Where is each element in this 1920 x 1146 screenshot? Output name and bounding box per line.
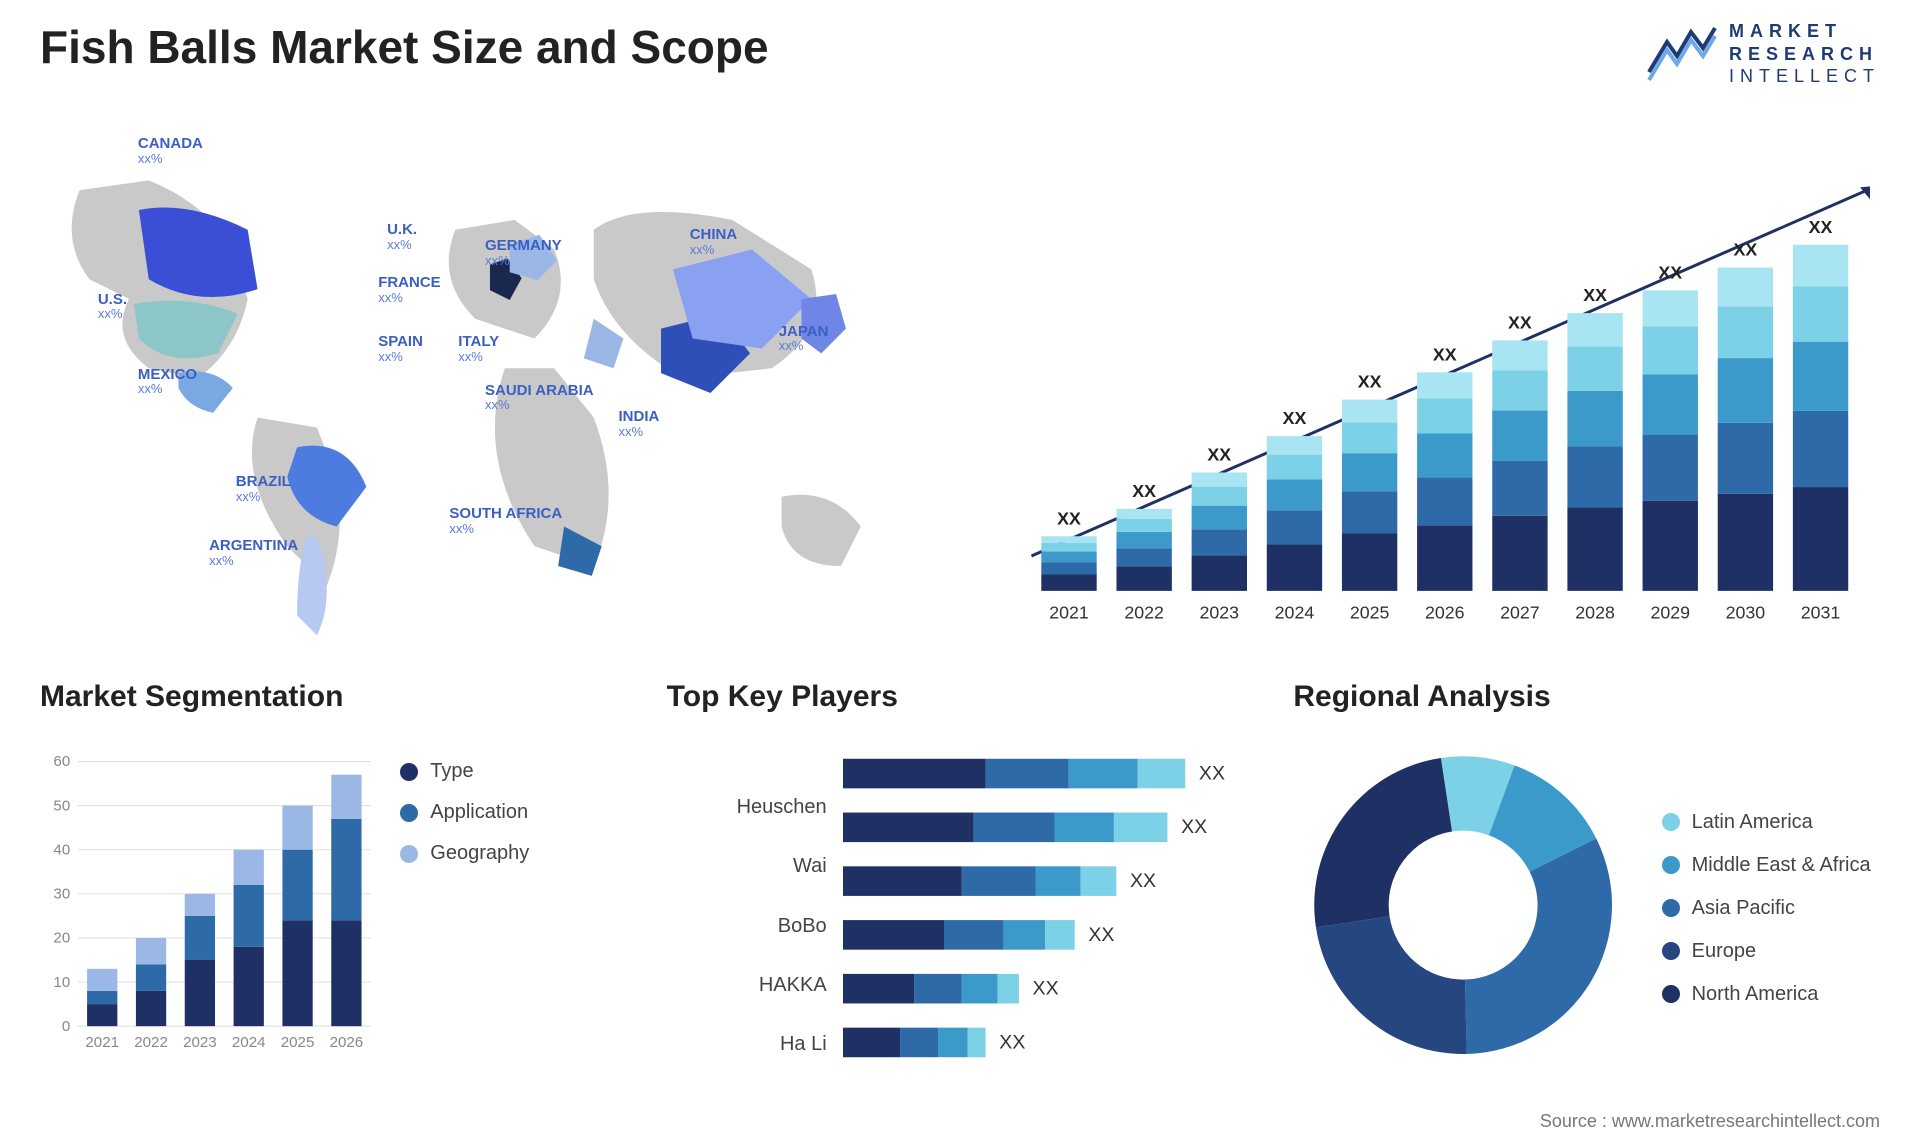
players-chart: XX XX XX XX XX XX [843,730,1254,1086]
svg-text:20: 20 [53,930,70,947]
map-label-canada: CANADAxx% [138,136,203,165]
svg-text:2026: 2026 [1425,603,1465,623]
players-labels: Heuschen Wai BoBo HAKKA Ha Li [667,730,827,1086]
regional-legend-item: North America [1662,983,1880,1006]
segmentation-legend: Type Application Geography [400,730,626,1086]
svg-text:XX: XX [1199,762,1225,784]
key-players-panel: Top Key Players Heuschen Wai BoBo HAKKA Ha L… [667,680,1254,1086]
regional-legend-item: Latin America [1662,811,1880,834]
regional-legend-item: Middle East & Africa [1662,854,1880,877]
seg-legend-item: Geography [400,842,626,865]
logo-icon [1647,24,1717,84]
brand-logo: MARKET RESEARCH INTELLECT [1647,20,1880,88]
svg-text:XX: XX [1181,816,1207,838]
logo-line1: MARKET [1729,20,1880,43]
svg-text:2027: 2027 [1500,603,1540,623]
regional-legend-item: Asia Pacific [1662,897,1880,920]
regional-title: Regional Analysis [1293,680,1880,714]
svg-text:2022: 2022 [1124,603,1164,623]
player-label: Wai [667,855,827,878]
growth-chart-svg: XX 2021 XX 2022 XX 2023 XX 2024 XX 2025 XX 2026 XX 20… [980,150,1870,656]
svg-text:XX: XX [1088,924,1114,946]
map-label-germany: GERMANYxx% [485,238,562,267]
seg-legend-item: Type [400,760,626,783]
svg-text:XX: XX [1130,870,1156,892]
svg-text:2025: 2025 [281,1034,315,1051]
map-label-u-k-: U.K.xx% [387,222,417,251]
map-label-south-africa: SOUTH AFRICAxx% [449,506,562,535]
svg-text:XX: XX [1132,481,1156,501]
regional-legend-item: Europe [1662,940,1880,963]
svg-text:2022: 2022 [134,1034,168,1051]
svg-text:2021: 2021 [85,1034,119,1051]
svg-text:XX: XX [1508,313,1532,333]
map-label-france: FRANCExx% [378,275,441,304]
svg-text:2031: 2031 [1801,603,1841,623]
map-label-italy: ITALYxx% [458,334,499,363]
svg-text:XX: XX [1809,217,1833,237]
svg-text:2023: 2023 [1200,603,1240,623]
svg-text:2029: 2029 [1650,603,1690,623]
player-label: Ha Li [667,1033,827,1056]
svg-text:XX: XX [1734,240,1758,260]
map-label-japan: JAPANxx% [779,324,829,353]
map-label-india: INDIAxx% [619,409,660,438]
svg-text:2024: 2024 [1275,603,1315,623]
svg-text:XX: XX [1207,445,1231,465]
world-map: CANADAxx% U.S.xx% MEXICOxx% BRAZILxx% ARGENT… [40,120,930,656]
map-label-china: CHINAxx% [690,227,738,256]
svg-text:2028: 2028 [1575,603,1615,623]
svg-text:2024: 2024 [232,1034,266,1051]
player-label: BoBo [667,915,827,938]
svg-text:2026: 2026 [330,1034,364,1051]
svg-text:10: 10 [53,974,70,991]
svg-text:2025: 2025 [1350,603,1390,623]
map-label-argentina: ARGENTINAxx% [209,538,298,567]
svg-text:XX: XX [1358,372,1382,392]
map-label-saudi-arabia: SAUDI ARABIAxx% [485,383,594,412]
map-label-brazil: BRAZILxx% [236,474,291,503]
svg-text:0: 0 [62,1018,70,1035]
logo-line3: INTELLECT [1729,65,1880,88]
key-players-title: Top Key Players [667,680,1254,714]
svg-text:XX: XX [1433,344,1457,364]
player-label: HAKKA [667,974,827,997]
svg-text:XX: XX [1583,285,1607,305]
map-label-mexico: MEXICOxx% [138,367,197,396]
seg-legend-item: Application [400,801,626,824]
segmentation-title: Market Segmentation [40,680,627,714]
map-label-u-s-: U.S.xx% [98,292,127,321]
svg-text:XX: XX [1032,978,1058,1000]
svg-text:2021: 2021 [1049,603,1089,623]
svg-text:50: 50 [53,797,70,814]
svg-text:XX: XX [1283,408,1307,428]
page-title: Fish Balls Market Size and Scope [40,20,769,74]
segmentation-chart: 0 10 20 30 40 50 60 2021 2022 2023 2024 2025 2026 [40,730,380,1086]
svg-text:XX: XX [999,1031,1025,1053]
regional-panel: Regional Analysis Latin America Middle Ea… [1293,680,1880,1086]
player-label: Heuschen [667,796,827,819]
svg-text:2030: 2030 [1726,603,1766,623]
svg-text:2023: 2023 [183,1034,217,1051]
svg-text:40: 40 [53,841,70,858]
source-text: Source : www.marketresearchintellect.com [1540,1111,1880,1132]
svg-text:30: 30 [53,886,70,903]
regional-donut [1293,735,1633,1075]
svg-text:XX: XX [1057,508,1081,528]
svg-text:XX: XX [1658,262,1682,282]
segmentation-panel: Market Segmentation 0 10 20 30 40 50 60 2021 202… [40,680,627,1086]
logo-line2: RESEARCH [1729,43,1880,66]
growth-chart: XX 2021 XX 2022 XX 2023 XX 2024 XX 2025 XX 2026 XX 20… [970,120,1880,656]
map-label-spain: SPAINxx% [378,334,423,363]
regional-legend: Latin America Middle East & Africa Asia Pa… [1662,811,1880,1006]
svg-text:60: 60 [53,753,70,770]
